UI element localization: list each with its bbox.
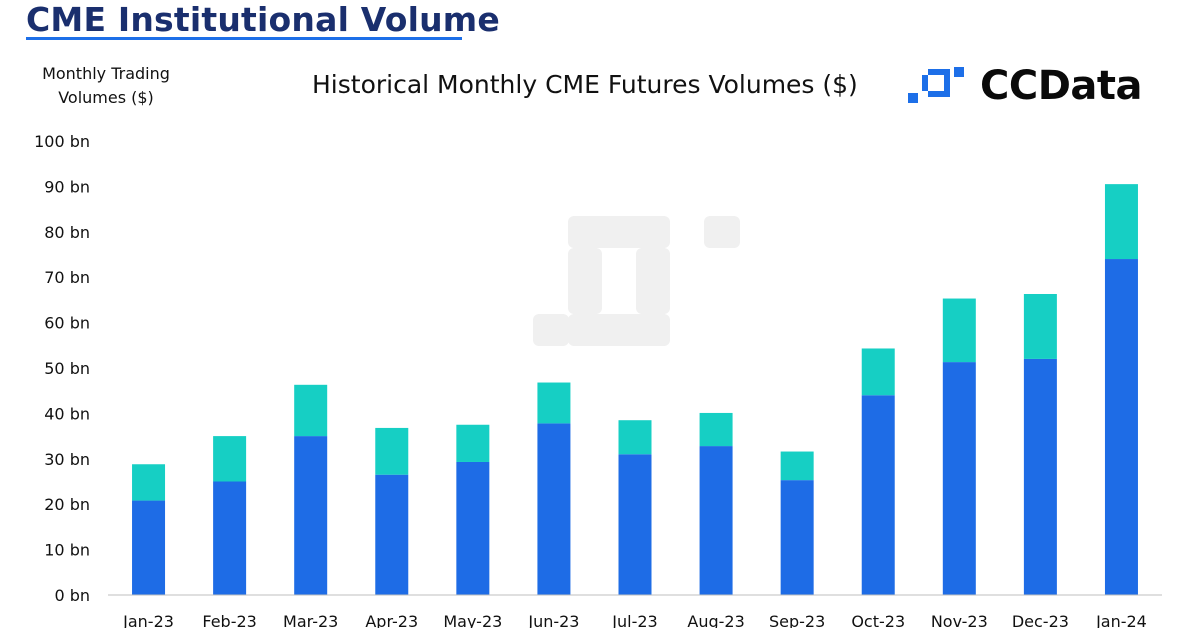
y-tick-label: 100 bn <box>34 132 90 151</box>
bar-series <box>132 184 1138 595</box>
watermark-block <box>533 314 569 346</box>
bar-segment-base <box>537 423 571 595</box>
y-tick-label: 90 bn <box>44 177 90 196</box>
watermark-block <box>568 248 602 314</box>
y-tick-label: 10 bn <box>44 541 90 560</box>
bar-segment-top <box>942 298 976 363</box>
bar-segment-top <box>375 427 409 475</box>
watermark-block <box>568 216 670 248</box>
watermark-block <box>636 248 670 314</box>
y-tick-label: 50 bn <box>44 359 90 378</box>
bar-segment-base <box>375 474 409 595</box>
bar-segment-base <box>942 362 976 595</box>
brand-name: CCData <box>980 63 1143 109</box>
x-tick-label: Jan-23 <box>122 612 174 628</box>
y-tick-label: 40 bn <box>44 404 90 423</box>
x-tick-label: Apr-23 <box>365 612 418 628</box>
x-tick-label: Jun-23 <box>527 612 579 628</box>
bar-segment-base <box>1104 259 1138 595</box>
bar-segment-top <box>294 384 328 437</box>
bar-segment-top <box>1104 184 1138 260</box>
x-axis-ticks: Jan-23 Feb-23 Mar-23 Apr-23 May-23 Jun-23 Jul-… <box>122 612 1147 628</box>
y-tick-label: 20 bn <box>44 495 90 514</box>
chart-title: Historical Monthly CME Futures Volumes (… <box>312 70 858 99</box>
y-tick-label: 0 bn <box>54 586 90 605</box>
title-underline <box>26 37 462 40</box>
x-tick-label: May-23 <box>443 612 502 628</box>
watermark-block <box>704 216 740 248</box>
y-tick-label: 30 bn <box>44 450 90 469</box>
bar-segment-base <box>294 436 328 595</box>
page-title: CME Institutional Volume <box>26 0 500 39</box>
x-tick-label: Jan-24 <box>1095 612 1147 628</box>
bar-segment-base <box>132 500 166 595</box>
y-tick-label: 70 bn <box>44 268 90 287</box>
x-tick-label: Sep-23 <box>769 612 825 628</box>
bar-segment-base <box>456 461 490 595</box>
bar-segment-base <box>213 481 247 595</box>
y-tick-label: 80 bn <box>44 223 90 242</box>
y-tick-label: 60 bn <box>44 314 90 333</box>
bar-segment-base <box>861 395 895 595</box>
x-tick-label: Dec-23 <box>1012 612 1069 628</box>
bar-segment-top <box>213 436 247 482</box>
y-axis-title: Monthly Trading Volumes ($) <box>42 64 170 107</box>
bar-segment-top <box>861 348 895 396</box>
y-axis-ticks: 0 bn 10 bn 20 bn 30 bn 40 bn 50 bn 60 bn 70 bn 8… <box>34 132 90 605</box>
brand-logo: CCData <box>906 63 1143 109</box>
bar-segment-base <box>618 454 652 595</box>
x-tick-label: Nov-23 <box>931 612 988 628</box>
bar-segment-top <box>699 412 733 447</box>
bar-segment-top <box>537 382 571 424</box>
bar-segment-base <box>1023 358 1057 595</box>
bar-segment-base <box>780 480 814 595</box>
x-tick-label: Jul-23 <box>611 612 657 628</box>
bar-segment-top <box>1023 293 1057 359</box>
watermark-logo <box>533 216 740 346</box>
bar-segment-top <box>456 424 490 462</box>
x-tick-label: Mar-23 <box>283 612 338 628</box>
x-tick-label: Aug-23 <box>687 612 744 628</box>
x-tick-label: Oct-23 <box>851 612 905 628</box>
bar-segment-top <box>132 464 166 501</box>
bar-segment-base <box>699 446 733 595</box>
watermark-block <box>568 314 670 346</box>
bar-segment-top <box>618 420 652 455</box>
ccdata-logo-icon <box>908 67 964 103</box>
bar-segment-top <box>780 451 814 481</box>
x-tick-label: Feb-23 <box>202 612 256 628</box>
